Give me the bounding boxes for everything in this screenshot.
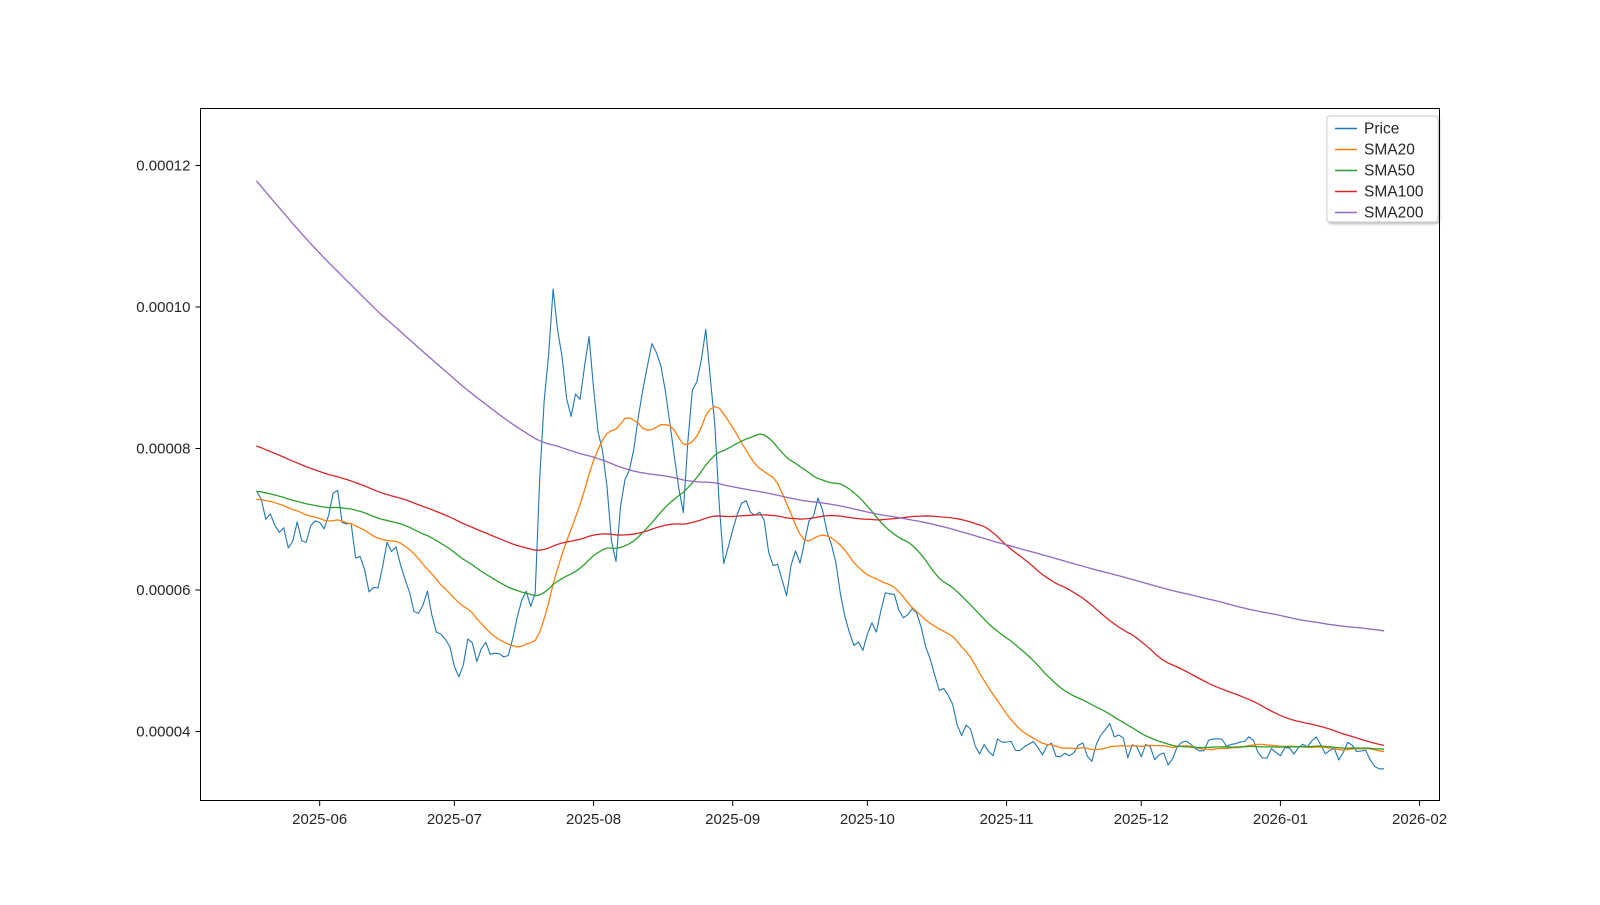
svg-text:2025-08: 2025-08 xyxy=(566,811,621,828)
svg-text:0.00006: 0.00006 xyxy=(136,582,190,599)
svg-text:SMA100: SMA100 xyxy=(1364,184,1424,201)
svg-text:2025-06: 2025-06 xyxy=(292,811,347,828)
svg-text:0.00008: 0.00008 xyxy=(136,441,190,458)
svg-text:2025-09: 2025-09 xyxy=(705,811,760,828)
svg-text:0.00010: 0.00010 xyxy=(136,299,190,316)
svg-text:2025-10: 2025-10 xyxy=(840,811,895,828)
svg-text:0.00004: 0.00004 xyxy=(136,724,190,741)
svg-text:2025-12: 2025-12 xyxy=(1114,811,1169,828)
svg-text:2026-01: 2026-01 xyxy=(1253,811,1308,828)
svg-text:SMA200: SMA200 xyxy=(1364,205,1424,222)
svg-text:2025-07: 2025-07 xyxy=(427,811,482,828)
svg-text:Price: Price xyxy=(1364,121,1399,138)
svg-text:2025-11: 2025-11 xyxy=(980,811,1034,828)
svg-text:SMA20: SMA20 xyxy=(1364,142,1415,159)
svg-text:SMA50: SMA50 xyxy=(1364,163,1415,180)
svg-text:0.00012: 0.00012 xyxy=(136,158,190,175)
svg-text:2026-02: 2026-02 xyxy=(1392,811,1447,828)
